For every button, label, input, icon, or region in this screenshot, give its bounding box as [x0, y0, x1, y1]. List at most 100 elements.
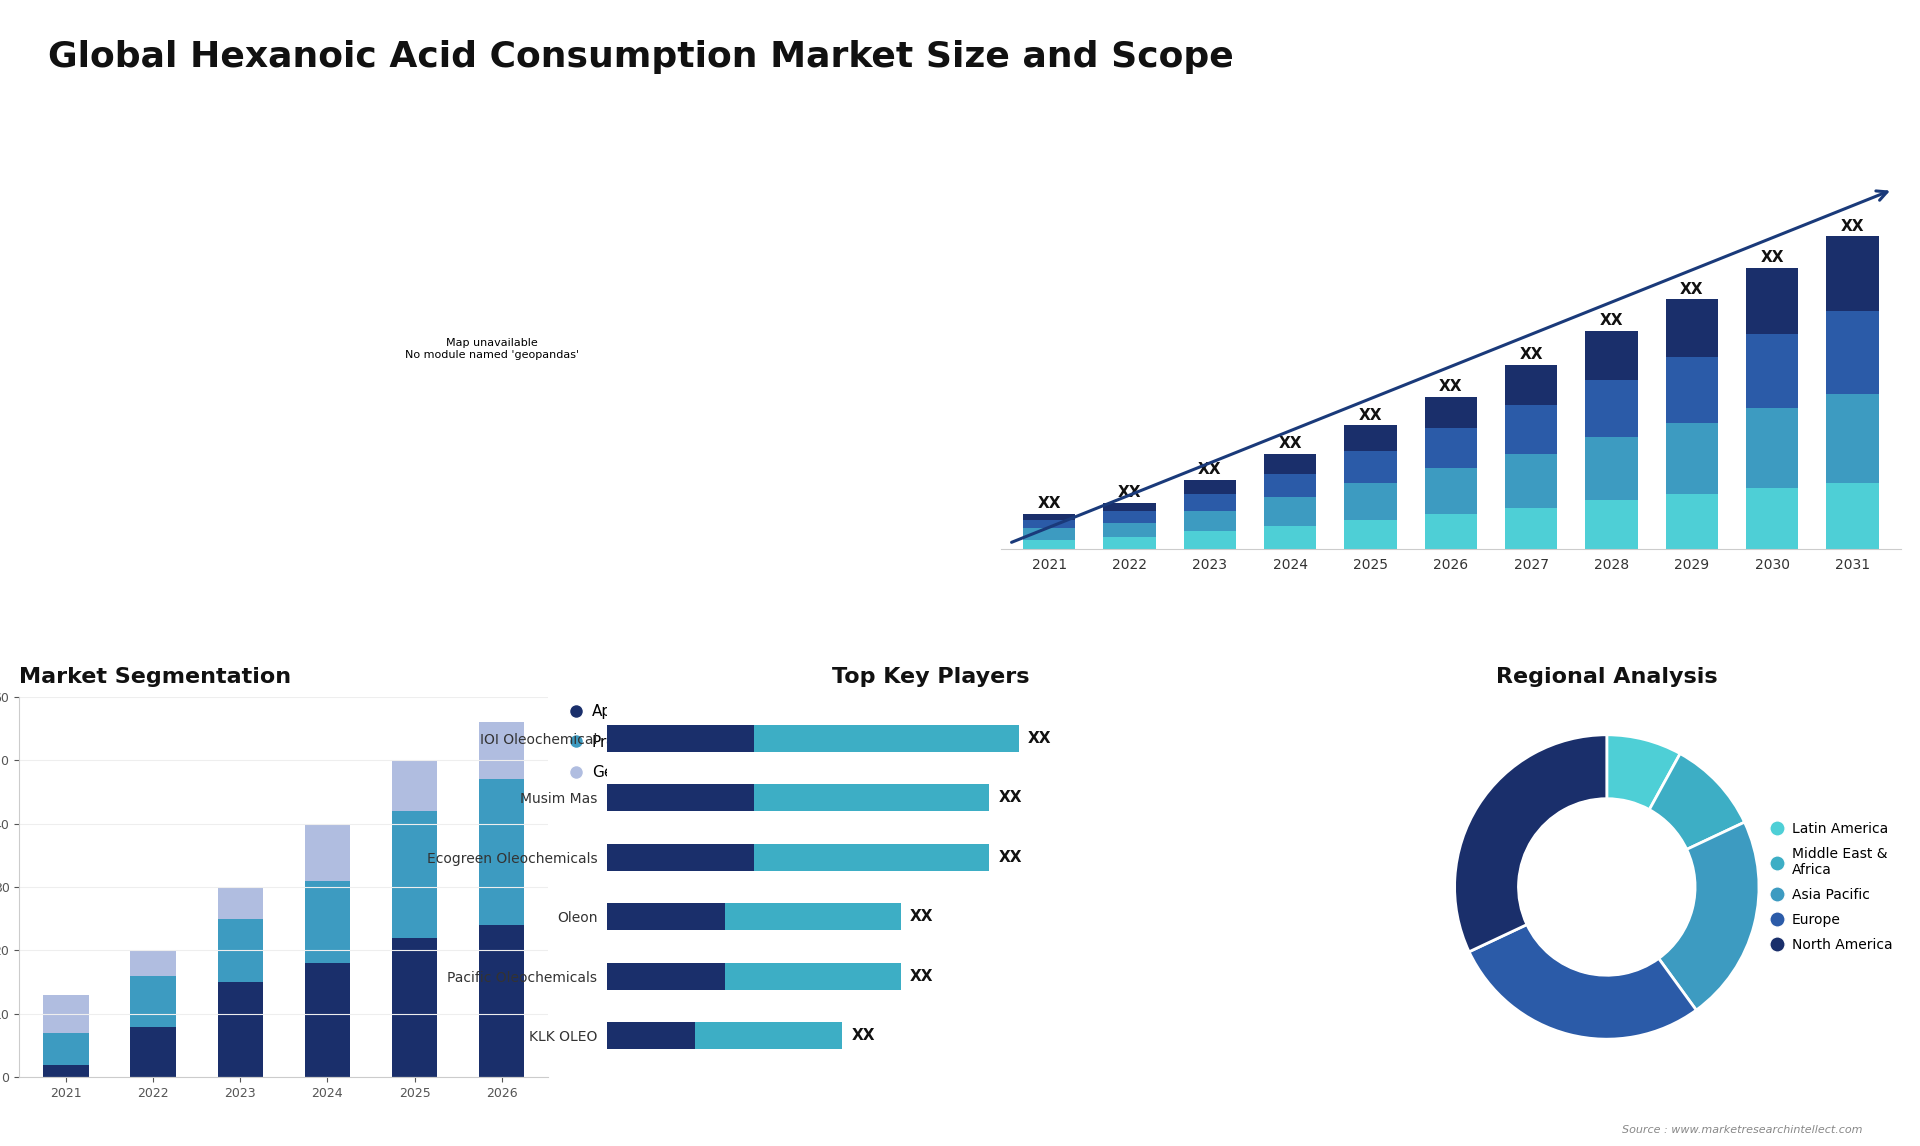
- Text: XX: XX: [1761, 250, 1784, 265]
- Text: Map unavailable
No module named 'geopandas': Map unavailable No module named 'geopand…: [405, 338, 578, 360]
- Circle shape: [1519, 799, 1695, 975]
- Bar: [607, 1022, 695, 1049]
- Bar: [1185, 532, 1236, 549]
- Bar: [1667, 299, 1718, 356]
- Bar: [607, 725, 755, 752]
- Text: Global Hexanoic Acid Consumption Market Size and Scope: Global Hexanoic Acid Consumption Market …: [48, 40, 1235, 74]
- Text: XX: XX: [910, 968, 933, 983]
- Bar: [1344, 482, 1396, 520]
- Legend: Latin America, Middle East &
Africa, Asia Pacific, Europe, North America: Latin America, Middle East & Africa, Asi…: [1774, 822, 1893, 952]
- Bar: [607, 963, 724, 989]
- Bar: [1745, 488, 1799, 549]
- Bar: [305, 963, 349, 1077]
- Bar: [1104, 503, 1156, 511]
- Text: XX: XX: [1279, 437, 1302, 452]
- Bar: [755, 725, 1020, 752]
- Bar: [1745, 333, 1799, 408]
- Bar: [1425, 469, 1476, 515]
- Bar: [478, 925, 524, 1077]
- Bar: [131, 1027, 177, 1077]
- Bar: [1263, 526, 1317, 549]
- Bar: [755, 843, 989, 871]
- Bar: [695, 1022, 843, 1049]
- Bar: [755, 784, 989, 811]
- Bar: [607, 843, 755, 871]
- Bar: [1745, 408, 1799, 488]
- Bar: [1826, 394, 1878, 482]
- Bar: [1586, 500, 1638, 549]
- Text: XX: XX: [998, 791, 1021, 806]
- Title: Top Key Players: Top Key Players: [831, 667, 1029, 686]
- Bar: [1745, 268, 1799, 333]
- Bar: [1505, 509, 1557, 549]
- Text: XX: XX: [1440, 379, 1463, 394]
- Text: XX: XX: [1037, 496, 1062, 511]
- Text: XX: XX: [1027, 731, 1050, 746]
- Bar: [217, 982, 263, 1077]
- Bar: [305, 880, 349, 963]
- Bar: [478, 722, 524, 779]
- Wedge shape: [1659, 822, 1759, 1010]
- Bar: [44, 1033, 88, 1065]
- Bar: [131, 975, 177, 1027]
- Wedge shape: [1607, 735, 1680, 809]
- Bar: [1104, 537, 1156, 549]
- Title: Regional Analysis: Regional Analysis: [1496, 667, 1718, 686]
- Bar: [1505, 454, 1557, 509]
- Bar: [1344, 425, 1396, 452]
- Bar: [1667, 423, 1718, 494]
- Bar: [1826, 236, 1878, 311]
- Bar: [44, 1065, 88, 1077]
- Bar: [131, 950, 177, 975]
- Bar: [44, 995, 88, 1033]
- Text: Market Segmentation: Market Segmentation: [19, 667, 292, 686]
- Bar: [1826, 311, 1878, 394]
- Wedge shape: [1455, 735, 1607, 952]
- Bar: [392, 937, 438, 1077]
- Bar: [1586, 379, 1638, 437]
- Wedge shape: [1649, 754, 1745, 849]
- Bar: [217, 887, 263, 919]
- Bar: [217, 919, 263, 982]
- Bar: [1104, 523, 1156, 537]
- Bar: [1667, 494, 1718, 549]
- Text: XX: XX: [851, 1028, 876, 1043]
- Bar: [1344, 520, 1396, 549]
- Text: Source : www.marketresearchintellect.com: Source : www.marketresearchintellect.com: [1622, 1124, 1862, 1135]
- Bar: [392, 760, 438, 811]
- Text: XX: XX: [1198, 462, 1221, 477]
- Bar: [1263, 474, 1317, 497]
- Text: XX: XX: [1519, 347, 1544, 362]
- Bar: [1505, 366, 1557, 406]
- Bar: [1185, 494, 1236, 511]
- Bar: [1667, 356, 1718, 423]
- Bar: [724, 963, 900, 989]
- Text: XX: XX: [998, 849, 1021, 865]
- Text: XX: XX: [1599, 313, 1622, 328]
- Bar: [607, 903, 724, 931]
- Bar: [1586, 331, 1638, 379]
- Bar: [1185, 480, 1236, 494]
- Bar: [1505, 406, 1557, 454]
- Bar: [1425, 515, 1476, 549]
- Legend: Application, Product, Geography: Application, Product, Geography: [572, 705, 678, 780]
- Text: XX: XX: [1841, 219, 1864, 234]
- Text: XX: XX: [1359, 408, 1382, 423]
- Bar: [1263, 497, 1317, 526]
- Bar: [305, 824, 349, 880]
- Wedge shape: [1469, 925, 1695, 1039]
- Bar: [1826, 482, 1878, 549]
- Bar: [1023, 520, 1075, 528]
- Bar: [724, 903, 900, 931]
- Bar: [1263, 454, 1317, 474]
- Text: XX: XX: [1117, 485, 1140, 500]
- Bar: [1425, 429, 1476, 469]
- Text: XX: XX: [910, 909, 933, 924]
- Bar: [392, 811, 438, 937]
- Bar: [1344, 452, 1396, 482]
- Bar: [1185, 511, 1236, 532]
- Text: XX: XX: [1680, 282, 1703, 297]
- Bar: [607, 784, 755, 811]
- Bar: [478, 779, 524, 925]
- Bar: [1104, 511, 1156, 523]
